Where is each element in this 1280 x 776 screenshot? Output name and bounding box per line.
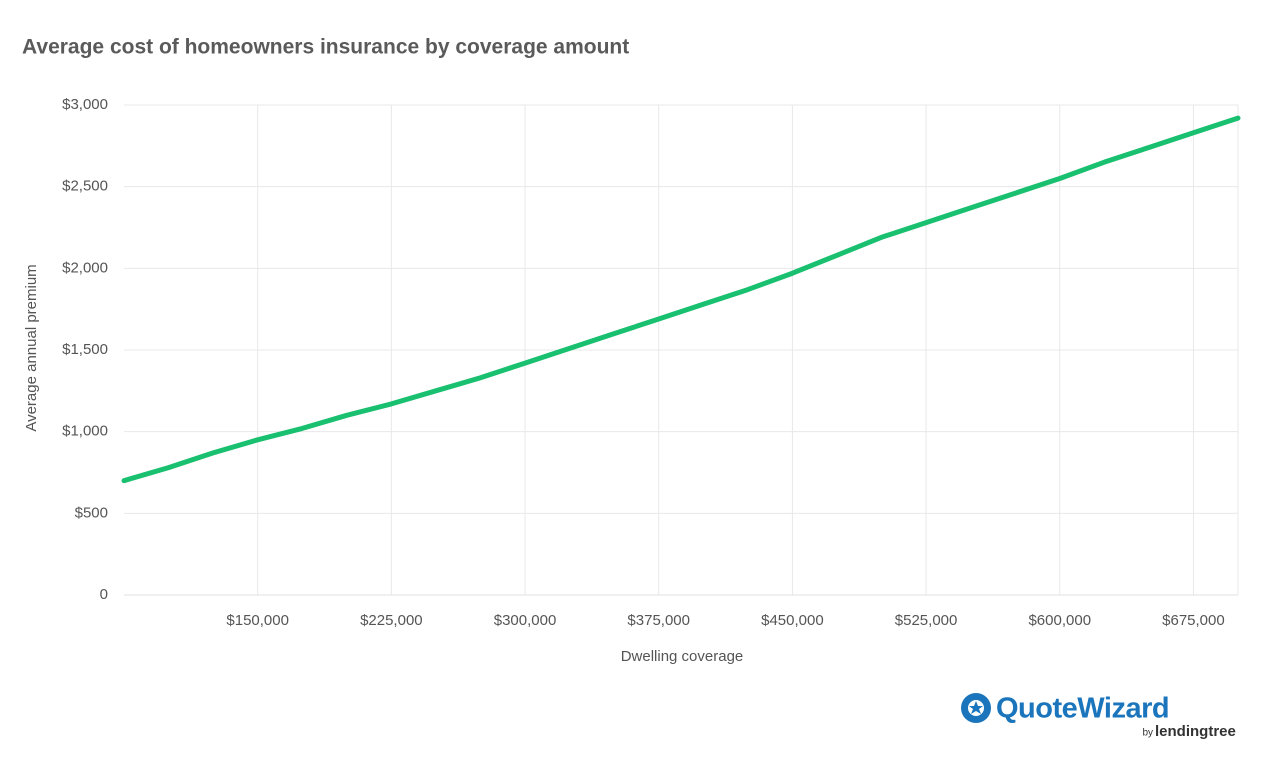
logo: QuoteWizard by lendingtree <box>961 693 1236 740</box>
y-tick-label: 0 <box>100 586 108 603</box>
x-tick-label: $525,000 <box>895 612 958 629</box>
logo-star <box>969 701 983 714</box>
line-series <box>121 115 1241 484</box>
y-tick-label: $2,000 <box>62 259 108 276</box>
y-tick-label: $3,000 <box>62 96 108 113</box>
x-tick-label: $450,000 <box>761 612 824 629</box>
y-tick-label: $2,500 <box>62 178 108 195</box>
y-tick-label: $1,000 <box>62 423 108 440</box>
x-tick-label: $150,000 <box>226 612 289 629</box>
y-tick-label: $500 <box>75 504 108 521</box>
x-tick-label: $300,000 <box>494 612 557 629</box>
x-tick-label: $225,000 <box>360 612 423 629</box>
x-tick-label: $375,000 <box>627 612 690 629</box>
x-tick-label: $675,000 <box>1162 612 1225 629</box>
logo-brand: lendingtree <box>1155 723 1236 740</box>
chart-title: Average cost of homeowners insurance by … <box>22 36 629 59</box>
x-axis-label: Dwelling coverage <box>621 648 744 665</box>
y-axis-label: Average annual premium <box>23 264 40 431</box>
logo-by: by <box>1142 728 1153 739</box>
x-tick-label: $600,000 <box>1028 612 1091 629</box>
y-tick-label: $1,500 <box>62 341 108 358</box>
logo-name: QuoteWizard <box>996 693 1169 725</box>
